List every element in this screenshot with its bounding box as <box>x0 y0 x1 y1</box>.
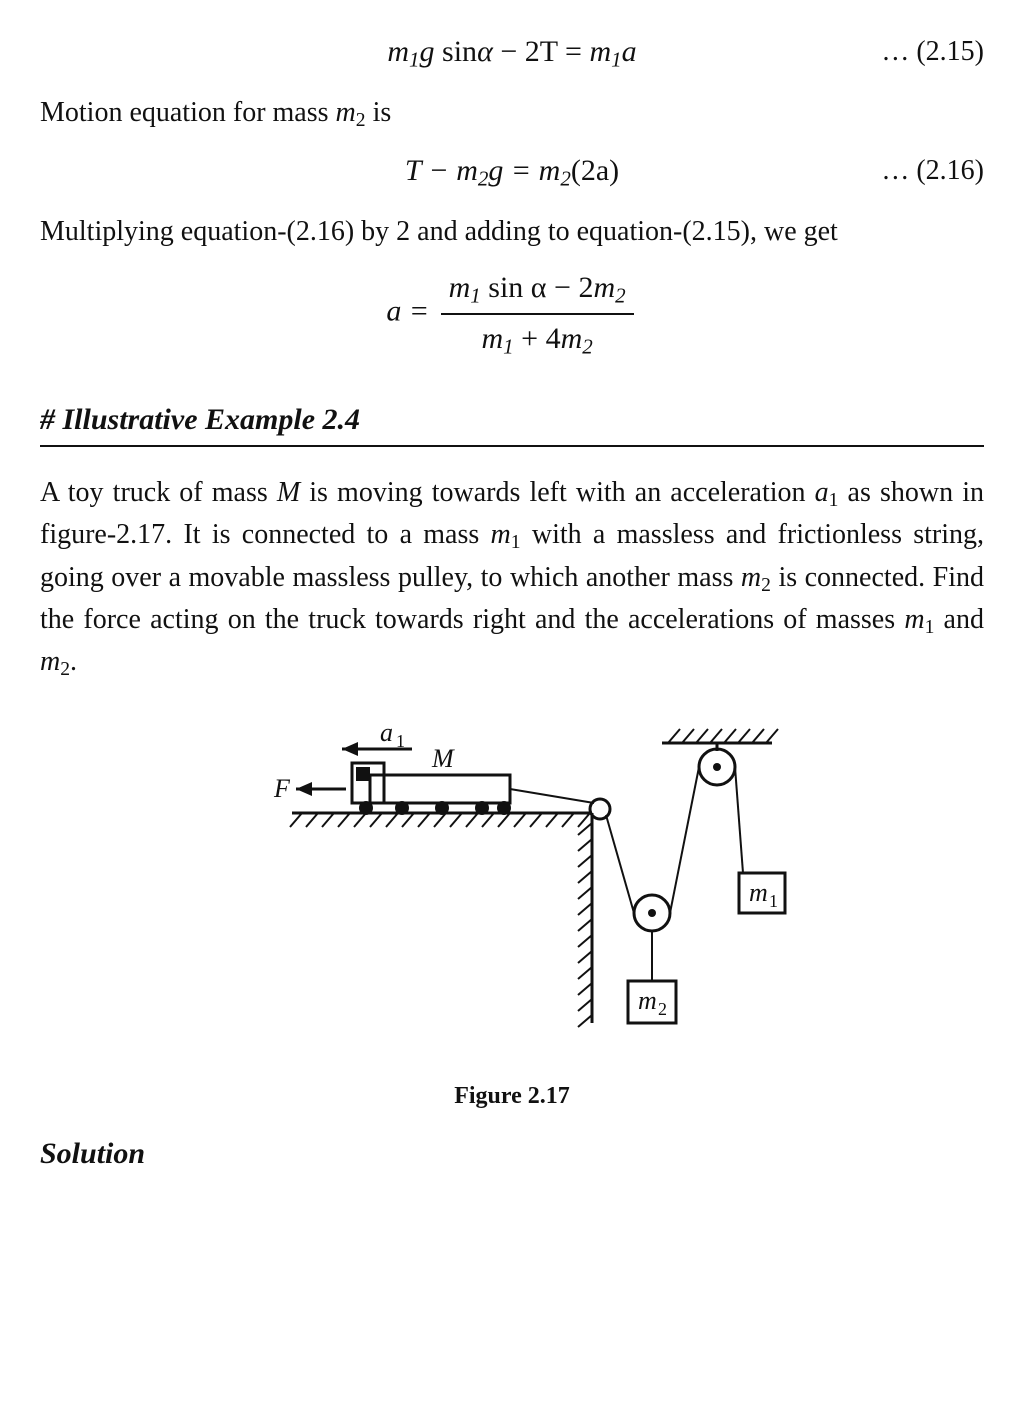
prob-M: M <box>277 477 300 508</box>
eq1-m1-sub: 1 <box>409 47 420 71</box>
para1-a: Motion equation for mass <box>40 97 336 128</box>
eq3-den-plus: + 4 <box>514 322 561 355</box>
figure-caption: Figure 2.17 <box>40 1079 984 1114</box>
page-content: m1g sinα − 2T = m1a … (2.15) Motion equa… <box>0 0 1024 1216</box>
prob-m1b: m <box>904 604 924 635</box>
eq2-s2b: 2 <box>560 166 571 190</box>
figure-svg: m1m2a1MF <box>232 703 792 1063</box>
solution-heading: Solution <box>40 1132 984 1176</box>
eq1-m1r: m <box>582 35 611 68</box>
para-derivation: Multiplying equation-(2.16) by 2 and add… <box>40 212 984 253</box>
eq2-T: T − <box>405 154 456 187</box>
eq3-den-s2: 2 <box>582 334 593 358</box>
eq3-num: m1 sin α − 2m2 <box>441 266 634 313</box>
para1-m: m <box>336 97 356 128</box>
eq1-a: a <box>622 35 637 68</box>
svg-text:m: m <box>638 986 657 1015</box>
prob-m1: m <box>491 519 511 550</box>
eq2-g: g = <box>488 154 538 187</box>
eq3-num-m1: m <box>449 271 471 304</box>
eq1-g: g <box>420 35 435 68</box>
eq3-den: m1 + 4m2 <box>441 313 634 362</box>
prob-m1s: 1 <box>511 532 521 553</box>
prob-and: and <box>934 604 984 635</box>
section-heading: # Illustrative Example 2.4 <box>40 398 984 442</box>
prob-a1s: 1 <box>829 490 839 511</box>
prob-m1bs: 1 <box>925 617 935 638</box>
eq3-num-s1: 1 <box>470 284 481 308</box>
eq3-den-s1: 1 <box>503 334 514 358</box>
eq3-aeq: a = <box>386 295 436 328</box>
eq2-m2a: m <box>456 154 478 187</box>
eq1-alpha: α <box>477 35 493 68</box>
prob-dot: . <box>70 646 77 677</box>
equation-2-15: m1g sinα − 2T = m1a <box>387 30 636 75</box>
svg-text:1: 1 <box>769 891 778 911</box>
svg-text:2: 2 <box>658 999 667 1019</box>
eq3-num-sin: sin α − 2 <box>481 271 594 304</box>
prob-m2: m <box>741 562 761 593</box>
equation-2-16: T − m2g = m2(2a) <box>405 149 619 194</box>
eq1-m1: m <box>387 35 409 68</box>
eq2-paren: (2a) <box>571 154 619 187</box>
eq1-number: … (2.15) <box>881 32 984 73</box>
eq1-minus2T: − 2T = <box>493 35 582 68</box>
prob-p1: A toy truck of mass <box>40 477 277 508</box>
eq3-den-m2: m <box>561 322 583 355</box>
eq1-sin: sin <box>435 35 478 68</box>
figure-2-17: m1m2a1MF Figure 2.17 <box>40 703 984 1114</box>
problem-statement: A toy truck of mass M is moving towards … <box>40 473 984 684</box>
equation-2-15-row: m1g sinα − 2T = m1a … (2.15) <box>40 30 984 75</box>
eq3-fraction: m1 sin α − 2m2 m1 + 4m2 <box>441 266 634 361</box>
equation-a: a = m1 sin α − 2m2 m1 + 4m2 <box>386 266 637 361</box>
prob-m2bs: 2 <box>60 659 70 680</box>
equation-a-row: a = m1 sin α − 2m2 m1 + 4m2 <box>40 266 984 361</box>
svg-text:a: a <box>380 718 393 747</box>
eq1-m1r-sub: 1 <box>611 47 622 71</box>
prob-m2s: 2 <box>761 575 771 596</box>
prob-m2b: m <box>40 646 60 677</box>
svg-text:m: m <box>749 878 768 907</box>
svg-text:M: M <box>431 744 455 773</box>
equation-2-16-row: T − m2g = m2(2a) … (2.16) <box>40 149 984 194</box>
eq2-m2b: m <box>539 154 561 187</box>
eq3-den-m1: m <box>481 322 503 355</box>
eq2-number: … (2.16) <box>881 151 984 192</box>
eq2-s2a: 2 <box>478 166 489 190</box>
eq3-num-m2: m <box>593 271 615 304</box>
svg-text:1: 1 <box>396 731 405 751</box>
svg-text:F: F <box>273 774 291 803</box>
para-motion-m2: Motion equation for mass m2 is <box>40 93 984 135</box>
prob-a1: a <box>815 477 829 508</box>
eq3-num-s2: 2 <box>615 284 626 308</box>
section-rule <box>40 445 984 447</box>
para1-b: is <box>366 97 392 128</box>
prob-p2: is moving towards left with an accelerat… <box>300 477 814 508</box>
para1-sub: 2 <box>356 110 366 131</box>
